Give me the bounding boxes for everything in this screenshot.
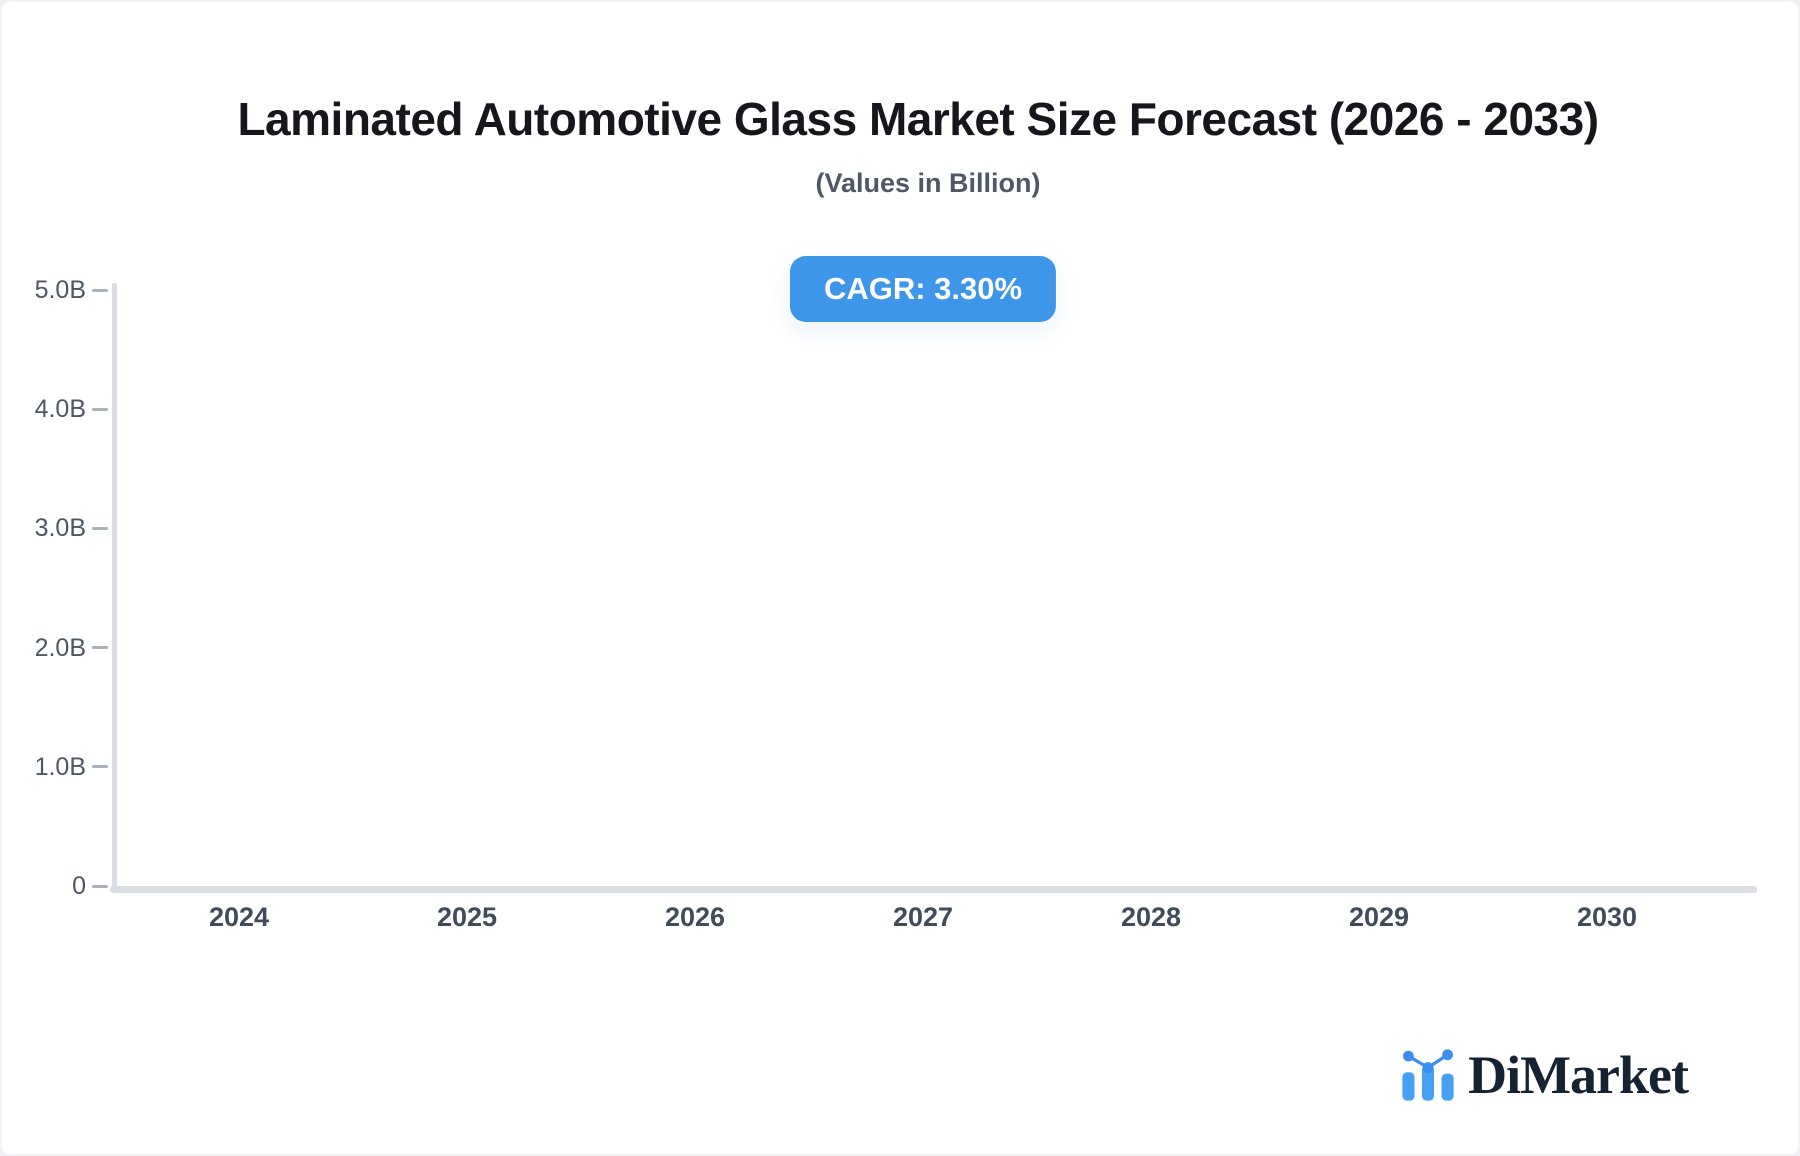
x-axis-label-2029: 2029 [1348, 902, 1410, 932]
y-tick-label-2.0B: 2.0B [34, 633, 86, 662]
y-axis-line [112, 283, 117, 893]
y-tick-mark-3.0B [92, 526, 108, 530]
x-axis-label-2028: 2028 [1120, 902, 1182, 932]
brand-logo: DiMarket [1400, 1045, 1689, 1105]
x-axis-label-2026: 2026 [664, 902, 726, 932]
chart-title: Laminated Automotive Glass Market Size F… [237, 93, 1599, 145]
x-axis-label-2024: 2024 [208, 902, 270, 932]
y-tick-label-1.0B: 1.0B [34, 752, 86, 781]
x-axis-label-2027: 2027 [892, 902, 954, 932]
y-tick-label-3.0B: 3.0B [34, 514, 86, 543]
y-tick-label-0: 0 [72, 872, 86, 900]
x-axis-line [110, 886, 1757, 893]
cagr-badge: CAGR: 3.30% [789, 256, 1057, 322]
chart-subtitle: (Values in Billion) [815, 168, 1041, 198]
brand-name: DiMarket [1468, 1045, 1689, 1105]
y-tick-mark-5.0B [92, 288, 108, 292]
bar-line-chart-icon [1402, 1049, 1454, 1101]
y-tick-label-5.0B: 5.0B [34, 276, 86, 304]
y-tick-mark-1.0B [92, 765, 108, 769]
x-axis-label-2025: 2025 [436, 902, 498, 932]
y-tick-label-4.0B: 4.0B [34, 395, 86, 424]
cagr-badge-label: CAGR: 3.30% [823, 271, 1023, 306]
x-axis-label-2030: 2030 [1576, 902, 1638, 932]
y-tick-mark-2.0B [92, 646, 108, 650]
y-tick-mark-0 [92, 884, 108, 888]
y-tick-mark-4.0B [92, 407, 108, 411]
